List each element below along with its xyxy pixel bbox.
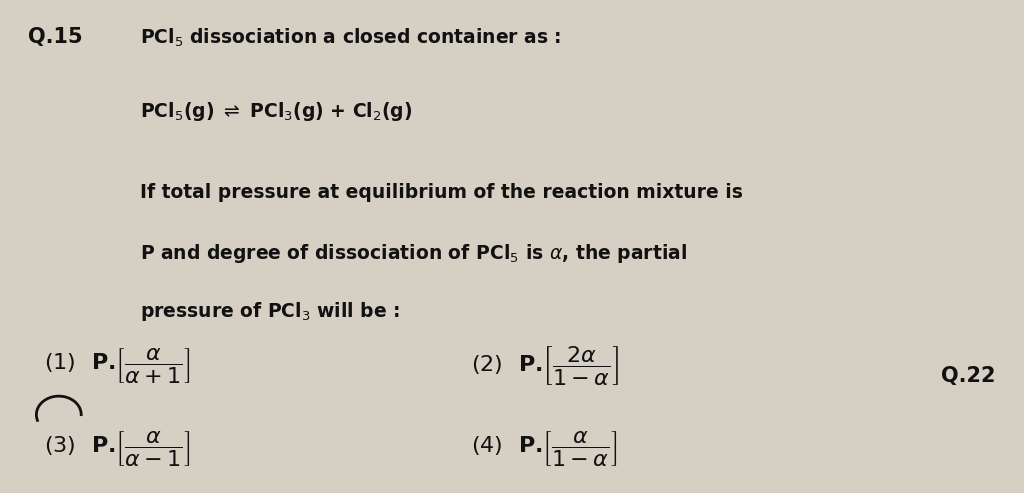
Text: If total pressure at equilibrium of the reaction mixture is: If total pressure at equilibrium of the … (140, 183, 743, 202)
Text: Q.15: Q.15 (29, 27, 83, 47)
Text: $(1)$  P.$\left[\dfrac{\alpha}{\alpha+1}\right]$: $(1)$ P.$\left[\dfrac{\alpha}{\alpha+1}\… (43, 347, 189, 386)
Text: pressure of PCl$_3$ will be :: pressure of PCl$_3$ will be : (140, 300, 400, 323)
Text: Q.22: Q.22 (941, 366, 995, 386)
Text: $(2)$  P.$\left[\dfrac{2\alpha}{1-\alpha}\right]$: $(2)$ P.$\left[\dfrac{2\alpha}{1-\alpha}… (471, 345, 620, 387)
Text: PCl$_5$(g) $\rightleftharpoons$ PCl$_3$(g) + Cl$_2$(g): PCl$_5$(g) $\rightleftharpoons$ PCl$_3$(… (140, 100, 413, 123)
Text: $(3)$  P.$\left[\dfrac{\alpha}{\alpha-1}\right]$: $(3)$ P.$\left[\dfrac{\alpha}{\alpha-1}\… (43, 429, 189, 468)
Text: P and degree of dissociation of PCl$_5$ is $\alpha$, the partial: P and degree of dissociation of PCl$_5$ … (140, 242, 687, 265)
Text: PCl$_5$ dissociation a closed container as :: PCl$_5$ dissociation a closed container … (140, 27, 561, 49)
Text: $(4)$  P.$\left[\dfrac{\alpha}{1-\alpha}\right]$: $(4)$ P.$\left[\dfrac{\alpha}{1-\alpha}\… (471, 429, 617, 468)
